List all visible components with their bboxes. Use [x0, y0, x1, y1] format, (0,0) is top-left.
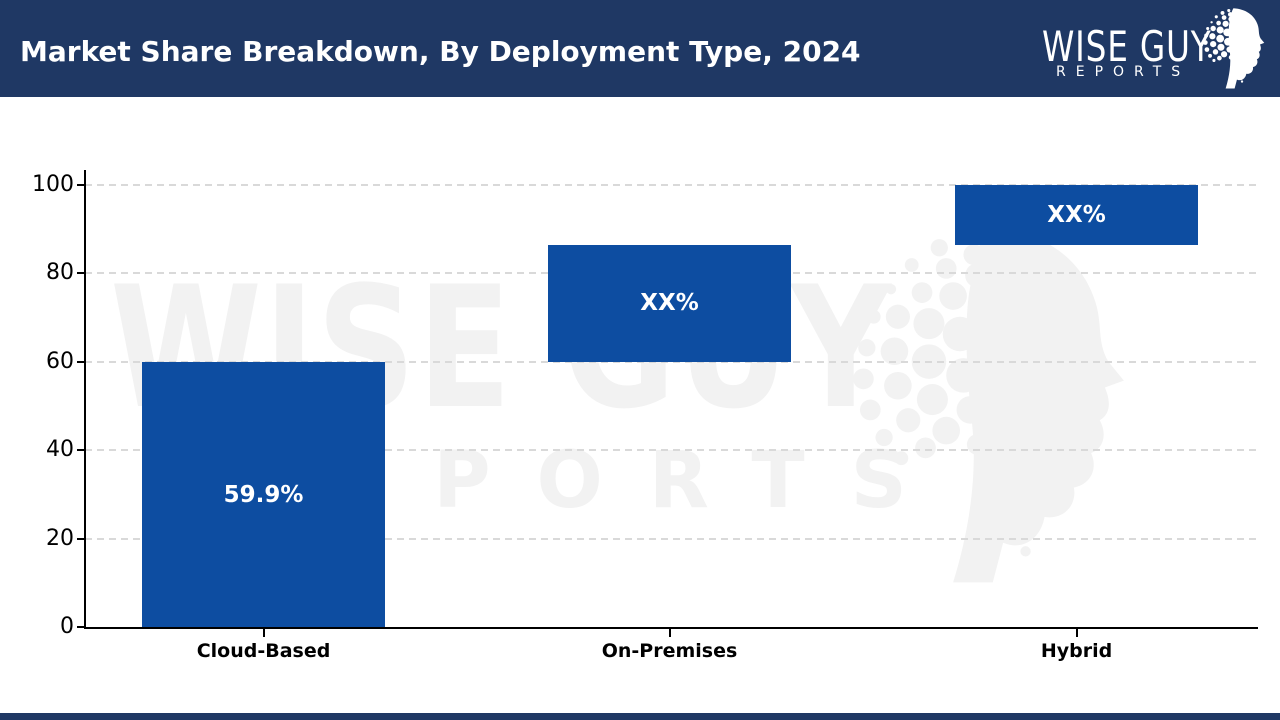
y-tick-mark: [77, 272, 85, 275]
y-tick-mark: [77, 626, 85, 628]
x-tick-mark: [668, 629, 671, 637]
x-category-label: On-Premises: [601, 640, 738, 662]
x-tick-mark: [1075, 629, 1078, 637]
bar-segment: XX%: [548, 244, 791, 363]
y-tick-label: 100: [32, 172, 74, 197]
chart-title: Market Share Breakdown, By Deployment Ty…: [20, 35, 861, 68]
bar-value-label: XX%: [640, 290, 699, 317]
x-category-label: Hybrid: [1040, 640, 1113, 662]
gridline: [85, 184, 1258, 186]
y-tick-mark: [77, 360, 85, 363]
x-axis-spine: [84, 627, 1258, 629]
y-tick-label: 20: [46, 525, 74, 551]
bar-segment: 59.9%: [142, 362, 385, 627]
gridline: [85, 537, 1258, 540]
y-tick-label: 80: [46, 260, 74, 286]
x-category-label: Cloud-Based: [196, 640, 331, 662]
y-tick-label: 60: [46, 348, 74, 374]
bar-segment: XX%: [955, 185, 1198, 245]
y-tick-label: 0: [60, 614, 74, 639]
bar-value-label: XX%: [1047, 201, 1106, 228]
y-axis-spine: [84, 170, 86, 629]
gridline: [85, 449, 1258, 452]
header-band: Market Share Breakdown, By Deployment Ty…: [0, 0, 1280, 97]
y-tick-mark: [77, 537, 85, 540]
logo-face-icon: [1203, 8, 1265, 89]
y-tick-mark: [77, 449, 85, 452]
footer-band: [0, 713, 1280, 720]
x-tick-mark: [262, 629, 265, 637]
y-tick-mark: [77, 184, 85, 186]
bar-value-label: 59.9%: [223, 481, 304, 508]
logo-wordmark: WISE GUY: [1042, 22, 1212, 71]
logo-subtext: REPORTS: [1056, 64, 1191, 80]
y-tick-label: 40: [46, 437, 74, 463]
